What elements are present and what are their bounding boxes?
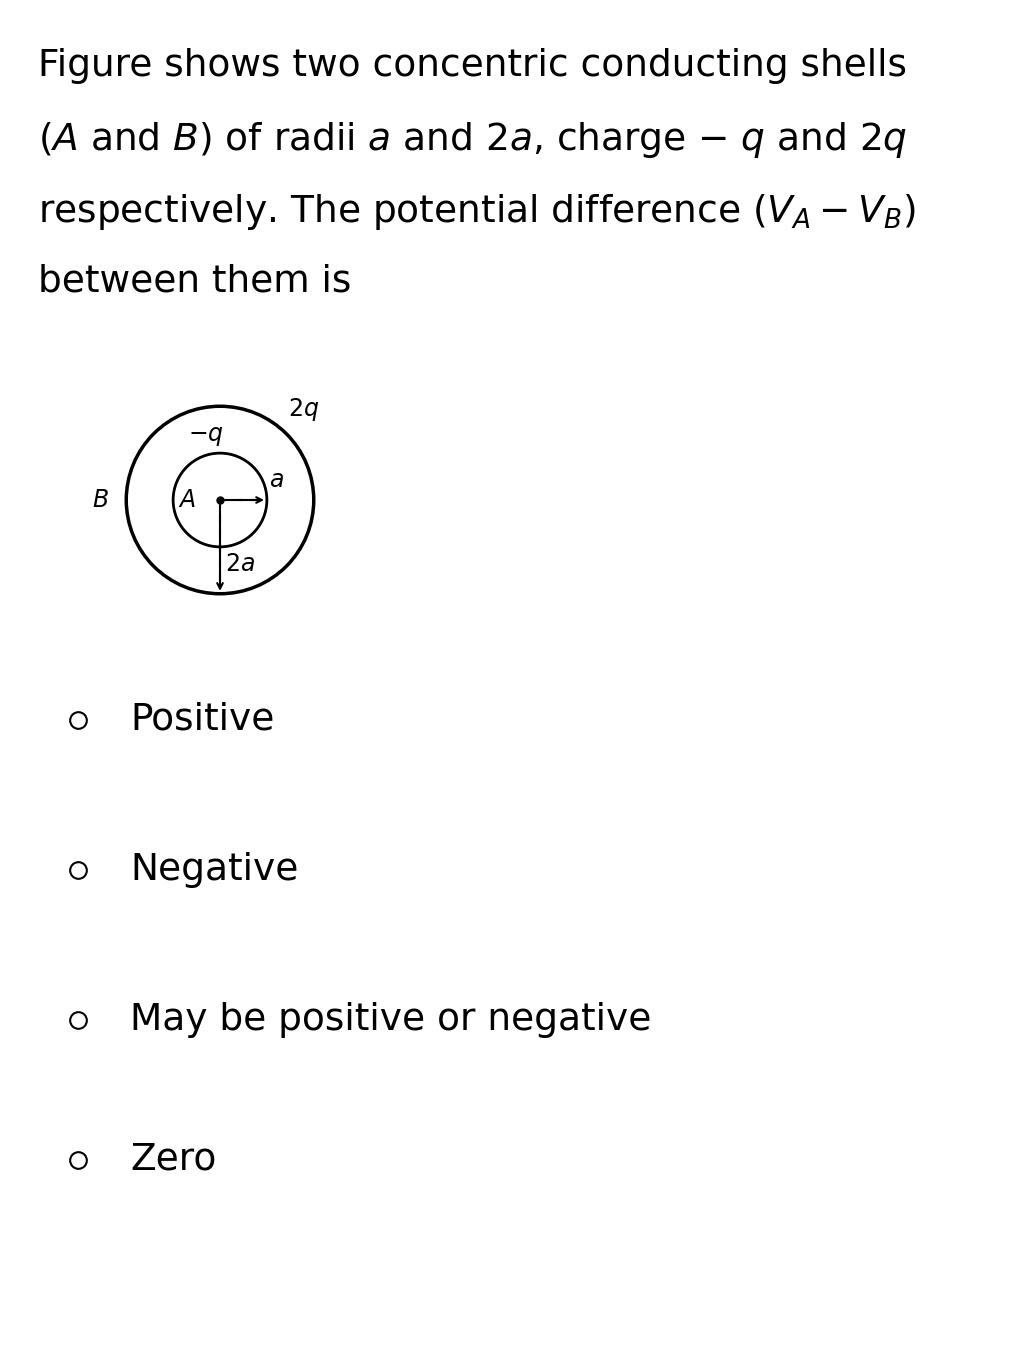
Text: $-q$: $-q$	[188, 425, 224, 448]
Text: Negative: Negative	[130, 852, 298, 887]
Text: $a$: $a$	[269, 468, 284, 491]
Text: $2a$: $2a$	[224, 551, 255, 575]
Text: $2q$: $2q$	[288, 396, 318, 423]
Text: $B$: $B$	[92, 489, 109, 512]
Text: Figure shows two concentric conducting shells: Figure shows two concentric conducting s…	[38, 47, 907, 84]
Text: May be positive or negative: May be positive or negative	[130, 1001, 651, 1038]
Text: ($A$ and $B$) of radii $a$ and $2a$, charge $-$ $q$ and $2q$: ($A$ and $B$) of radii $a$ and $2a$, cha…	[38, 119, 907, 160]
Text: $A$: $A$	[178, 489, 196, 512]
Text: Positive: Positive	[130, 702, 274, 738]
Text: Zero: Zero	[130, 1143, 216, 1178]
Text: between them is: between them is	[38, 265, 351, 300]
Text: respectively. The potential difference ($V_A - V_B$): respectively. The potential difference (…	[38, 191, 915, 232]
